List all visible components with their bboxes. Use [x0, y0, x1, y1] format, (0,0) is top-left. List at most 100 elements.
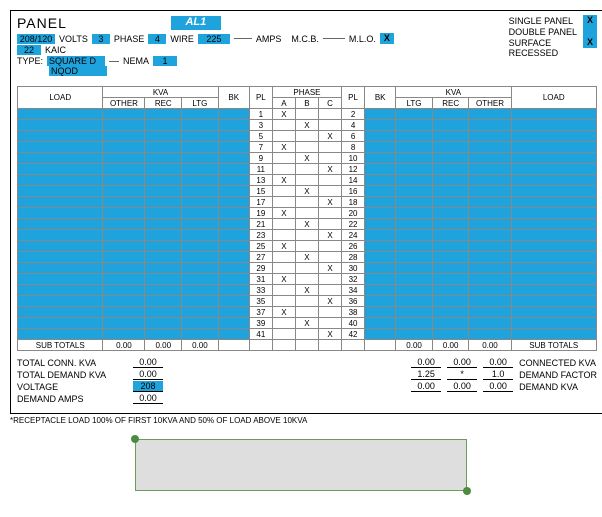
th-a: A	[272, 98, 295, 109]
table-row: 37X38	[18, 307, 597, 318]
opt-surface-check[interactable]: X	[583, 37, 597, 48]
th-bk-r: BK	[365, 87, 396, 109]
phase-field: 3	[92, 34, 110, 44]
factor-b: *	[447, 369, 477, 380]
resize-handle-tl[interactable]	[131, 435, 139, 443]
th-ltg-r: LTG	[396, 98, 433, 109]
resize-handle-br[interactable]	[463, 487, 471, 495]
th-pl-r: PL	[342, 87, 365, 109]
sub-label-l: SUB TOTALS	[18, 340, 103, 351]
opt-single-check[interactable]: X	[583, 15, 597, 26]
table-row: 23X24	[18, 230, 597, 241]
opt-recessed: RECESSED	[509, 48, 559, 58]
opt-double-check[interactable]	[583, 26, 597, 37]
demand-amps: 0.00	[133, 393, 163, 404]
voltage-val: 208	[133, 381, 163, 392]
amps-field: 225	[198, 34, 230, 44]
wire-field: 4	[148, 34, 166, 44]
demand-kva-label: TOTAL DEMAND KVA	[17, 370, 127, 380]
table-row: 39X40	[18, 318, 597, 329]
table-row: 19X20	[18, 208, 597, 219]
mlo-label: M.L.O.	[349, 34, 376, 44]
opt-surface: SURFACE	[509, 38, 552, 48]
table-row: 1X2	[18, 109, 597, 120]
volts-label: VOLTS	[59, 34, 88, 44]
table-row: 41X42	[18, 329, 597, 340]
th-rec-r: REC	[432, 98, 469, 109]
demand-kva: 0.00	[133, 369, 163, 380]
receptacle-note: *RECEPTACLE LOAD 100% OF FIRST 10KVA AND…	[10, 416, 592, 425]
sub-ltg-l: 0.00	[182, 340, 219, 351]
table-row: 35X36	[18, 296, 597, 307]
voltage-field: 208/120	[17, 34, 55, 44]
table-row: 13X14	[18, 175, 597, 186]
table-row: 25X26	[18, 241, 597, 252]
selection-placeholder[interactable]	[135, 439, 467, 491]
sub-label-r: SUB TOTALS	[511, 340, 597, 351]
panel-schedule: PANEL AL1 208/120 VOLTS 3 PHASE 4 WIRE 2…	[10, 10, 602, 414]
demand-factor-label: DEMAND FACTOR	[519, 370, 597, 380]
table-row: 5X6	[18, 131, 597, 142]
table-row: 33X34	[18, 285, 597, 296]
sub-rec-r: 0.00	[432, 340, 469, 351]
th-load-l: LOAD	[18, 87, 103, 109]
sub-other-l: 0.00	[103, 340, 145, 351]
opt-single: SINGLE PANEL	[509, 16, 573, 26]
schedule-table: LOAD KVA BK PL PHASE PL BK KVA LOAD OTHE…	[17, 86, 597, 351]
table-row: 27X28	[18, 252, 597, 263]
demand2-a: 0.00	[411, 381, 441, 392]
table-row: 11X12	[18, 164, 597, 175]
sub-ltg-r: 0.00	[396, 340, 433, 351]
header-row-5: NQOD	[17, 66, 597, 76]
wire-label: WIRE	[170, 34, 194, 44]
nema-label: NEMA	[123, 56, 149, 66]
table-row: 29X30	[18, 263, 597, 274]
factor-a: 1.25	[411, 369, 441, 380]
type-mfr: SQUARE D	[47, 56, 105, 66]
table-row: 15X16	[18, 186, 597, 197]
table-row: 9X10	[18, 153, 597, 164]
th-load-r: LOAD	[511, 87, 597, 109]
amps-label: AMPS	[256, 34, 282, 44]
th-c: C	[318, 98, 341, 109]
demand2-c: 0.00	[483, 381, 513, 392]
totals-block: TOTAL CONN. KVA 0.00 TOTAL DEMAND KVA 0.00…	[17, 357, 597, 405]
table-row: 31X32	[18, 274, 597, 285]
th-ltg-l: LTG	[182, 98, 219, 109]
subtotals-row: SUB TOTALS 0.00 0.00 0.00 0.00 0.00 0.00…	[18, 340, 597, 351]
mlo-check[interactable]: X	[380, 33, 394, 44]
conn-kva-label: TOTAL CONN. KVA	[17, 358, 127, 368]
connected-b: 0.00	[447, 357, 477, 368]
table-row: 21X22	[18, 219, 597, 230]
panel-id: AL1	[171, 16, 221, 30]
kaic-label: KAIC	[45, 45, 66, 55]
th-bk-l: BK	[218, 87, 249, 109]
table-row: 3X4	[18, 120, 597, 131]
demand-amps-label: DEMAND AMPS	[17, 394, 127, 404]
th-b: B	[295, 98, 318, 109]
factor-c: 1.0	[483, 369, 513, 380]
th-phase: PHASE	[272, 87, 341, 98]
sub-rec-l: 0.00	[145, 340, 182, 351]
voltage-label: VOLTAGE	[17, 382, 127, 392]
connected-kva-label: CONNECTED KVA	[519, 358, 596, 368]
th-pl-l: PL	[249, 87, 272, 109]
mcb-label: M.C.B.	[291, 34, 319, 44]
table-row: 7X8	[18, 142, 597, 153]
connected-a: 0.00	[411, 357, 441, 368]
demand-kva2-label: DEMAND KVA	[519, 382, 578, 392]
mcb-field	[323, 38, 345, 39]
th-kva-r: KVA	[396, 87, 511, 98]
nema-field: 1	[153, 56, 177, 66]
th-other-l: OTHER	[103, 98, 145, 109]
phase-label: PHASE	[114, 34, 145, 44]
kaic-field: 22	[17, 45, 41, 55]
th-other-r: OTHER	[469, 98, 511, 109]
demand2-b: 0.00	[447, 381, 477, 392]
type-model: NQOD	[49, 66, 107, 76]
connected-c: 0.00	[483, 357, 513, 368]
conn-kva: 0.00	[133, 357, 163, 368]
th-kva-l: KVA	[103, 87, 218, 98]
type-label: TYPE:	[17, 56, 43, 66]
sub-other-r: 0.00	[469, 340, 511, 351]
